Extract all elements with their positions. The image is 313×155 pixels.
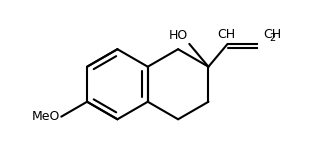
Text: HO: HO xyxy=(169,29,188,42)
Text: CH: CH xyxy=(263,28,281,41)
Text: CH: CH xyxy=(217,28,235,41)
Text: MeO: MeO xyxy=(32,110,60,123)
Text: 2: 2 xyxy=(269,33,275,43)
